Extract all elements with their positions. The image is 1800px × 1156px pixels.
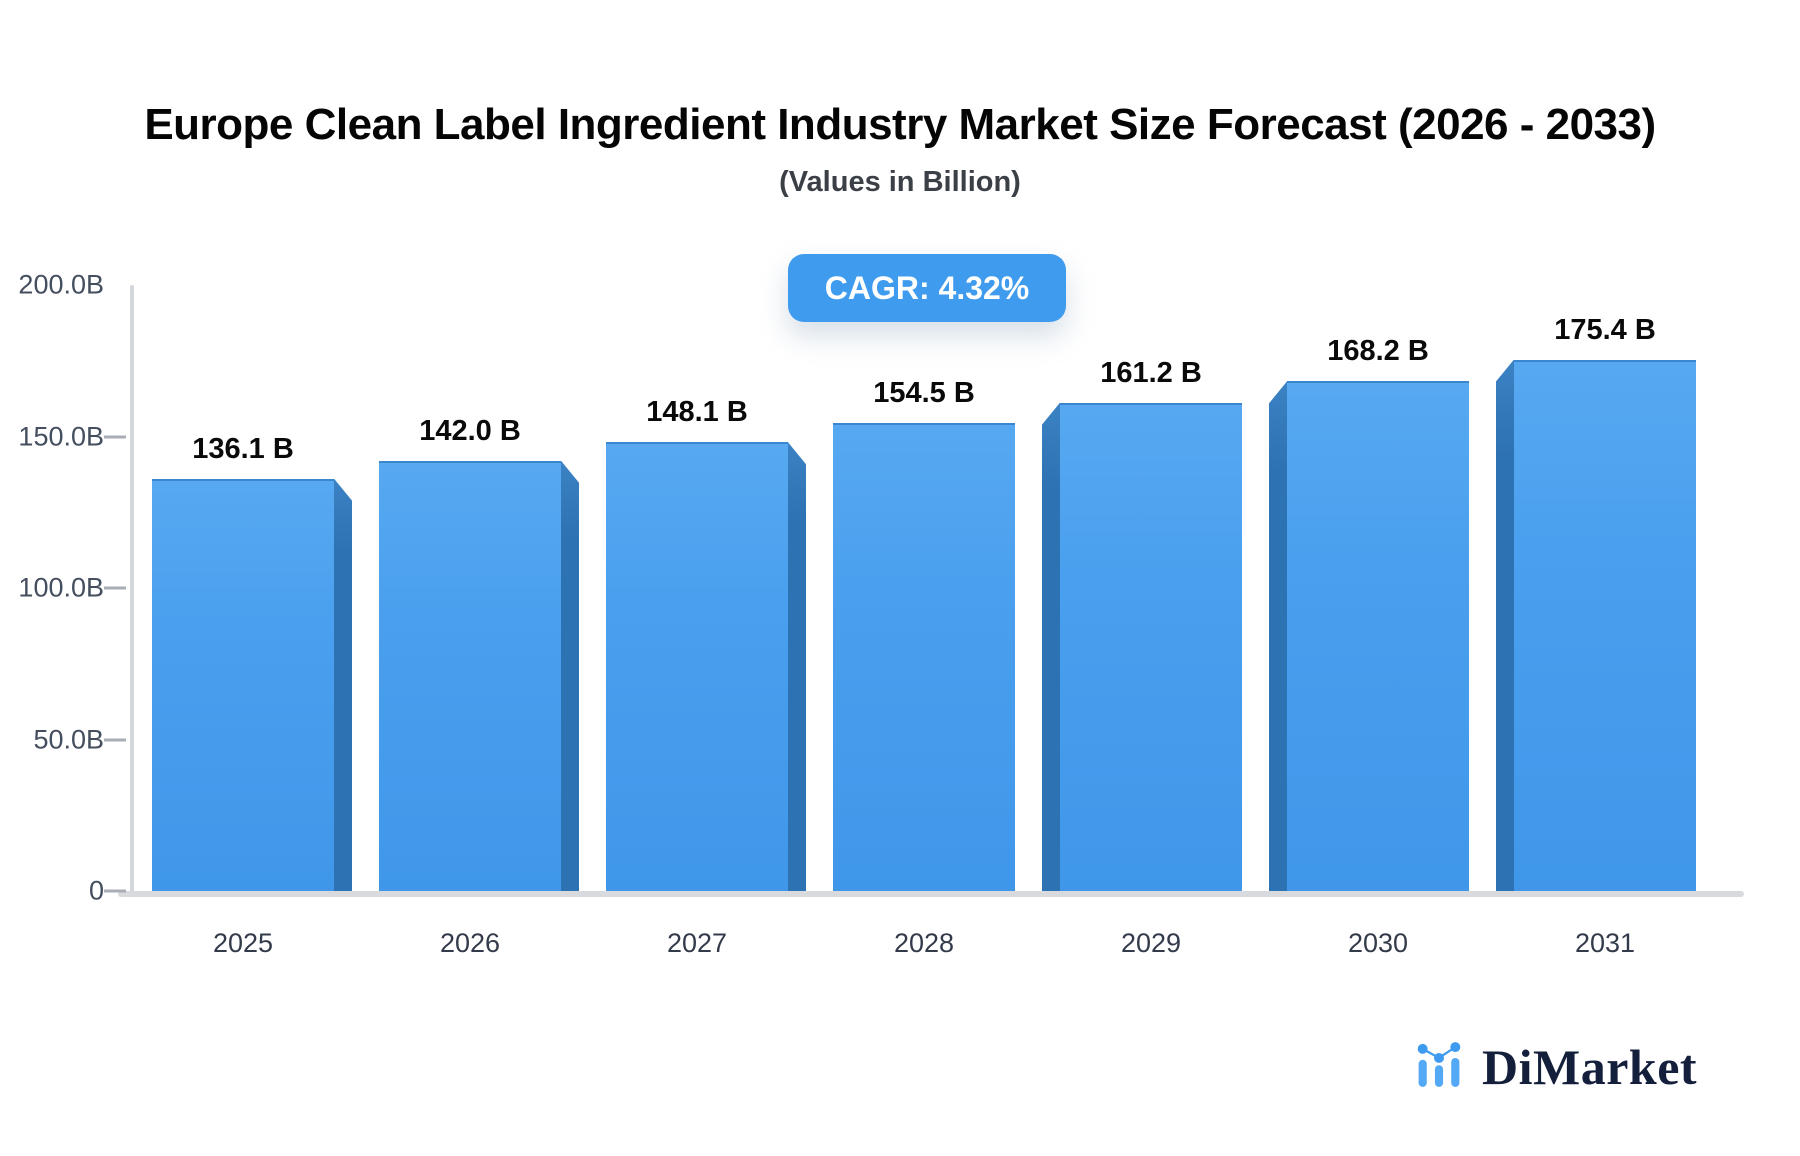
y-tick-mark	[104, 889, 126, 893]
bar-2031[interactable]	[1514, 359, 1696, 891]
x-tick-label-2030: 2030	[1347, 928, 1409, 958]
cagr-badge: CAGR: 4.32%	[788, 254, 1066, 322]
y-axis-line	[130, 285, 134, 897]
x-tick-label-2026: 2026	[439, 928, 501, 958]
bar-side-2025	[334, 478, 352, 891]
x-axis-line	[118, 891, 1744, 897]
dimarket-logo-icon	[1417, 1042, 1461, 1087]
bar-value-label-2026: 142.0 B	[419, 414, 521, 447]
bar-2025[interactable]	[152, 478, 334, 891]
bar-2027[interactable]	[606, 442, 788, 891]
bar-value-label-2029: 161.2 B	[1100, 356, 1202, 389]
bar-2030[interactable]	[1287, 381, 1469, 891]
chart-subtitle: (Values in Billion)	[779, 166, 1021, 198]
y-tick-label-50.0B: 50.0B	[33, 724, 104, 754]
bar-value-label-2025: 136.1 B	[192, 432, 294, 465]
bar-value-label-2028: 154.5 B	[873, 376, 975, 409]
bar-2029[interactable]	[1060, 402, 1242, 891]
bar-value-label-2031: 175.4 B	[1554, 313, 1656, 346]
bar-side-2029	[1042, 402, 1060, 891]
bar-side-2026	[561, 460, 579, 891]
x-tick-label-2025: 2025	[212, 928, 274, 958]
y-tick-mark	[104, 738, 126, 741]
bar-side-2031	[1496, 359, 1514, 891]
bar-side-2027	[788, 442, 806, 891]
x-tick-label-2028: 2028	[893, 928, 955, 958]
y-tick-label-150.0B: 150.0B	[18, 421, 104, 451]
y-tick-label-0: 0	[88, 875, 104, 906]
bar-value-label-2030: 168.2 B	[1327, 335, 1429, 368]
bar-2026[interactable]	[379, 460, 561, 891]
y-tick-label-200.0B: 200.0B	[18, 269, 104, 300]
y-tick-mark	[104, 586, 126, 590]
x-tick-label-2029: 2029	[1120, 928, 1182, 958]
dimarket-logo: DiMarket	[1410, 1038, 1697, 1096]
chart-title: Europe Clean Label Ingredient Industry M…	[144, 100, 1656, 149]
bar-side-2030	[1269, 381, 1287, 891]
bar-2028[interactable]	[833, 422, 1015, 891]
dimarket-logo-text: DiMarket	[1482, 1039, 1698, 1095]
x-tick-label-2031: 2031	[1574, 928, 1636, 958]
bar-value-label-2027: 148.1 B	[646, 396, 748, 429]
x-tick-label-2027: 2027	[666, 928, 728, 958]
y-tick-label-100.0B: 100.0B	[18, 572, 104, 603]
y-tick-mark	[104, 435, 126, 438]
